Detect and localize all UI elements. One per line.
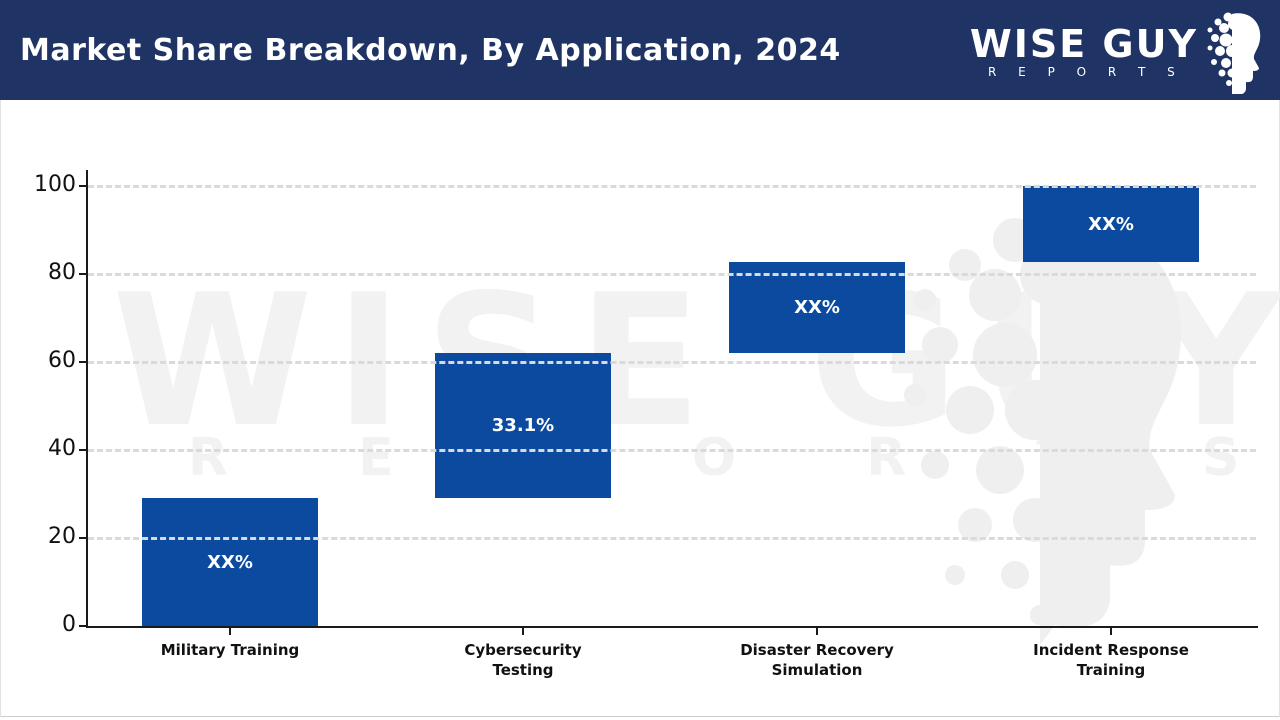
left-edge-border bbox=[0, 100, 1, 717]
bar-value-label: XX% bbox=[794, 296, 840, 318]
bottom-divider bbox=[0, 716, 1280, 717]
y-tick-mark-40 bbox=[79, 449, 87, 451]
y-tick-label-80: 80 bbox=[48, 260, 76, 285]
gridline-40 bbox=[88, 449, 1256, 452]
x-category-label: Military Training bbox=[160, 641, 300, 659]
x-tick-mark-4 bbox=[1110, 628, 1112, 635]
bar-3[interactable]: XX% bbox=[729, 262, 905, 353]
y-tick-label-60: 60 bbox=[48, 348, 76, 373]
y-tick-mark-100 bbox=[79, 185, 87, 187]
x-category-label: Disaster Recovery Simulation bbox=[740, 641, 894, 680]
gridline-60 bbox=[88, 361, 1256, 364]
logo-wordmark: WISE GUY R E P O R T S bbox=[969, 21, 1198, 80]
logo-wordmark-line2: R E P O R T S bbox=[988, 65, 1184, 80]
y-tick-label-20: 20 bbox=[48, 524, 76, 549]
y-tick-label-40: 40 bbox=[48, 436, 76, 461]
x-tick-mark-3 bbox=[816, 628, 818, 635]
bar-1[interactable]: XX% bbox=[142, 498, 318, 626]
x-category-label: Incident Response Training bbox=[1033, 641, 1189, 680]
bar-value-label: 33.1% bbox=[491, 415, 555, 437]
logo-wordmark-line1: WISE GUY bbox=[969, 21, 1198, 66]
x-tick-mark-2 bbox=[522, 628, 524, 635]
y-axis-line bbox=[86, 170, 88, 628]
logo-head-icon bbox=[1207, 12, 1261, 94]
x-category-label: Cybersecurity Testing bbox=[464, 641, 582, 680]
x-tick-mark-1 bbox=[229, 628, 231, 635]
bar-value-label: XX% bbox=[1088, 213, 1134, 235]
gridline-100 bbox=[88, 185, 1256, 188]
header-banner: Market Share Breakdown, By Application, … bbox=[0, 0, 1280, 100]
watermark-head-graphic bbox=[904, 218, 1182, 645]
y-tick-mark-20 bbox=[79, 537, 87, 539]
bar-value-label: XX% bbox=[207, 551, 253, 573]
y-tick-label-0: 0 bbox=[62, 612, 76, 637]
y-tick-label-100: 100 bbox=[34, 172, 76, 197]
wiseguy-logo: WISE GUY R E P O R T S bbox=[970, 10, 1264, 94]
bar-2[interactable]: 33.1% bbox=[435, 352, 611, 499]
gridline-20 bbox=[88, 537, 1256, 540]
gridline-80 bbox=[88, 273, 1256, 276]
y-tick-mark-80 bbox=[79, 273, 87, 275]
chart-title: Market Share Breakdown, By Application, … bbox=[20, 32, 841, 68]
bar-4[interactable]: XX% bbox=[1023, 186, 1199, 263]
y-tick-mark-0 bbox=[79, 625, 87, 627]
x-axis-line bbox=[86, 626, 1258, 628]
y-tick-mark-60 bbox=[79, 361, 87, 363]
